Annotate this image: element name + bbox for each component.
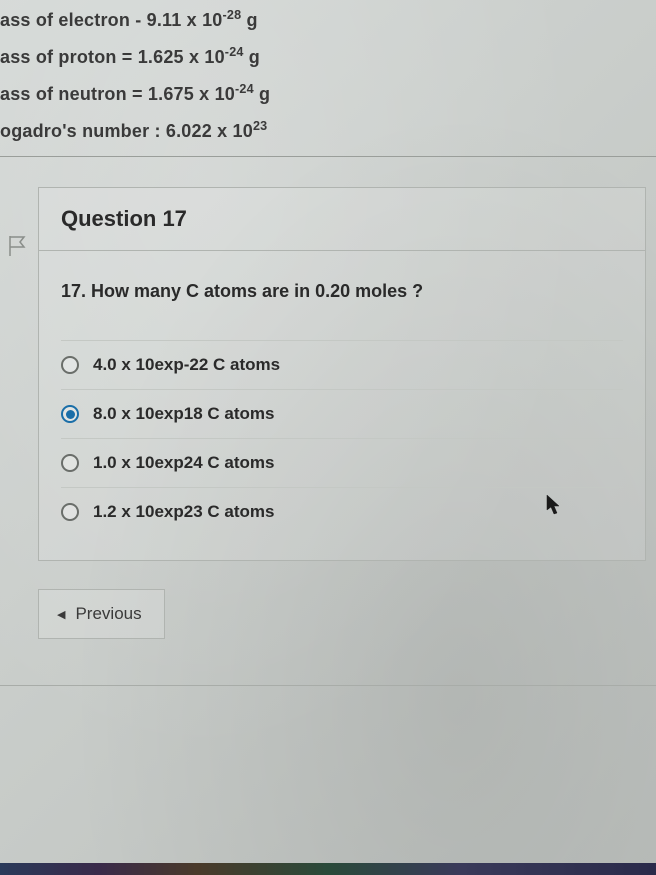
option-label: 8.0 x 10exp18 C atoms xyxy=(93,404,274,424)
constants-section: ass of electron - 9.11 x 10-28 g ass of … xyxy=(0,8,656,142)
constant-electron-exp: -28 xyxy=(223,8,242,22)
option-row-0[interactable]: 4.0 x 10exp-22 C atoms xyxy=(61,340,623,389)
taskbar[interactable] xyxy=(0,863,656,875)
options-list: 4.0 x 10exp-22 C atoms 8.0 x 10exp18 C a… xyxy=(61,340,623,536)
constant-proton-unit: g xyxy=(244,47,260,67)
option-label: 1.2 x 10exp23 C atoms xyxy=(93,502,274,522)
constant-avogadro: ogadro's number : 6.022 x 1023 xyxy=(0,119,656,142)
option-label: 1.0 x 10exp24 C atoms xyxy=(93,453,274,473)
question-text: 17. How many C atoms are in 0.20 moles ? xyxy=(61,281,623,302)
constant-avogadro-exp: 23 xyxy=(253,119,267,133)
previous-button[interactable]: ◀ Previous xyxy=(38,589,165,639)
constant-electron: ass of electron - 9.11 x 10-28 g xyxy=(0,8,656,31)
radio-button[interactable] xyxy=(61,454,79,472)
previous-button-label: Previous xyxy=(75,604,141,624)
radio-button[interactable] xyxy=(61,356,79,374)
nav-section: ◀ Previous xyxy=(0,561,656,639)
radio-button[interactable] xyxy=(61,503,79,521)
radio-button[interactable] xyxy=(61,405,79,423)
constant-proton-text: ass of proton = 1.625 x 10 xyxy=(0,47,225,67)
question-title: Question 17 xyxy=(61,206,623,232)
constant-neutron-text: ass of neutron = 1.675 x 10 xyxy=(0,84,235,104)
constant-electron-text: ass of electron - 9.11 x 10 xyxy=(0,10,223,30)
option-row-2[interactable]: 1.0 x 10exp24 C atoms xyxy=(61,438,623,487)
constant-electron-unit: g xyxy=(241,10,257,30)
chevron-left-icon: ◀ xyxy=(57,608,65,621)
page-content: ass of electron - 9.11 x 10-28 g ass of … xyxy=(0,0,656,686)
constant-neutron-unit: g xyxy=(254,84,270,104)
question-body: 17. How many C atoms are in 0.20 moles ?… xyxy=(39,251,645,560)
option-row-3[interactable]: 1.2 x 10exp23 C atoms xyxy=(61,487,623,536)
constant-avogadro-text: ogadro's number : 6.022 x 10 xyxy=(0,121,253,141)
question-header: Question 17 xyxy=(39,188,645,251)
constant-proton-exp: -24 xyxy=(225,45,244,59)
flag-icon[interactable] xyxy=(8,234,28,258)
constant-neutron-exp: -24 xyxy=(235,82,254,96)
bottom-divider xyxy=(0,685,656,686)
question-card: Question 17 17. How many C atoms are in … xyxy=(38,187,646,561)
question-card-wrapper: Question 17 17. How many C atoms are in … xyxy=(0,187,656,561)
constant-proton: ass of proton = 1.625 x 10-24 g xyxy=(0,45,656,68)
constant-neutron: ass of neutron = 1.675 x 10-24 g xyxy=(0,82,656,105)
section-divider xyxy=(0,156,656,157)
option-label: 4.0 x 10exp-22 C atoms xyxy=(93,355,280,375)
option-row-1[interactable]: 8.0 x 10exp18 C atoms xyxy=(61,389,623,438)
